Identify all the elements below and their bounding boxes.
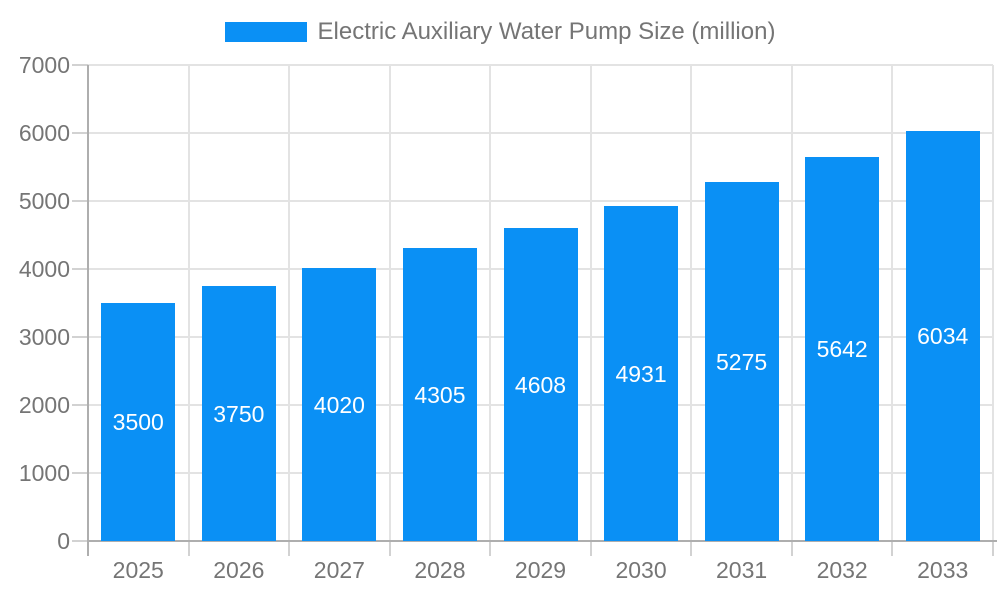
- gridline-horizontal: [88, 64, 993, 66]
- x-axis-tick: [589, 542, 592, 556]
- x-axis-tick: [891, 542, 894, 556]
- bar[interactable]: 3500: [101, 303, 176, 541]
- x-axis-tick: [288, 542, 291, 556]
- x-axis-label: 2028: [414, 557, 466, 583]
- bar[interactable]: 4608: [503, 228, 578, 541]
- bar[interactable]: 6034: [905, 131, 980, 541]
- y-axis-label: 5000: [18, 188, 70, 214]
- y-axis-line: [87, 65, 89, 556]
- y-axis-label: 7000: [18, 52, 70, 78]
- bar[interactable]: 4305: [402, 248, 477, 541]
- x-axis-tick: [187, 542, 190, 556]
- y-axis-label: 4000: [18, 256, 70, 282]
- y-axis-label: 2000: [18, 392, 70, 418]
- legend-label: Electric Auxiliary Water Pump Size (mill…: [317, 18, 776, 45]
- bar-value-label: 3750: [213, 400, 265, 427]
- y-axis-label: 0: [57, 528, 70, 554]
- gridline-horizontal: [88, 132, 993, 134]
- x-axis-tick: [992, 542, 994, 556]
- gridline-vertical: [187, 65, 190, 541]
- x-axis-line: [88, 540, 997, 542]
- gridline-horizontal: [88, 200, 993, 202]
- x-axis-label: 2029: [514, 557, 567, 583]
- y-axis-tick: [72, 404, 88, 406]
- y-axis-tick: [72, 472, 88, 474]
- gridline-vertical: [388, 65, 391, 541]
- x-axis-label: 2026: [213, 557, 265, 583]
- x-axis-label: 2030: [615, 557, 667, 583]
- bar-value-label: 4608: [514, 371, 567, 398]
- bar-value-label: 4020: [313, 391, 365, 418]
- bar[interactable]: 5275: [704, 182, 779, 541]
- bar-value-label: 6034: [917, 323, 969, 349]
- gridline-vertical: [589, 65, 592, 541]
- y-axis-tick: [72, 540, 88, 542]
- y-axis-tick: [72, 200, 88, 202]
- bar[interactable]: 4020: [302, 268, 377, 541]
- x-axis-label: 2027: [313, 557, 365, 583]
- x-axis-tick: [388, 542, 391, 556]
- x-axis-label: 2025: [112, 557, 164, 583]
- bar[interactable]: 5642: [805, 157, 880, 541]
- x-axis-tick: [790, 542, 793, 556]
- x-axis-label: 2033: [917, 557, 969, 583]
- bar-value-label: 4305: [414, 381, 466, 408]
- bar[interactable]: 3750: [201, 286, 276, 541]
- gridline-vertical: [690, 65, 693, 541]
- x-axis-tick: [690, 542, 693, 556]
- legend: Electric Auxiliary Water Pump Size (mill…: [0, 18, 1000, 46]
- legend-item[interactable]: Electric Auxiliary Water Pump Size (mill…: [224, 18, 776, 46]
- bar-value-label: 3500: [112, 409, 164, 435]
- bar-value-label: 4931: [615, 360, 667, 387]
- y-axis-tick: [72, 132, 88, 134]
- bar-value-label: 5642: [816, 336, 868, 362]
- x-axis-label: 2031: [716, 557, 768, 583]
- legend-swatch-icon: [224, 22, 307, 42]
- x-axis-label: 2032: [816, 557, 868, 583]
- y-axis-label: 1000: [18, 460, 70, 486]
- y-axis-label: 6000: [18, 120, 70, 146]
- y-axis-tick: [72, 64, 88, 66]
- y-axis-tick: [72, 336, 88, 338]
- gridline-vertical: [891, 65, 894, 541]
- x-axis-tick: [489, 542, 492, 556]
- gridline-vertical: [992, 65, 994, 541]
- gridline-vertical: [288, 65, 291, 541]
- gridline-vertical: [790, 65, 793, 541]
- bar-value-label: 5275: [716, 348, 768, 375]
- y-axis-label: 3000: [18, 324, 70, 350]
- gridline-vertical: [489, 65, 492, 541]
- bar[interactable]: 4931: [604, 206, 679, 541]
- y-axis-tick: [72, 268, 88, 270]
